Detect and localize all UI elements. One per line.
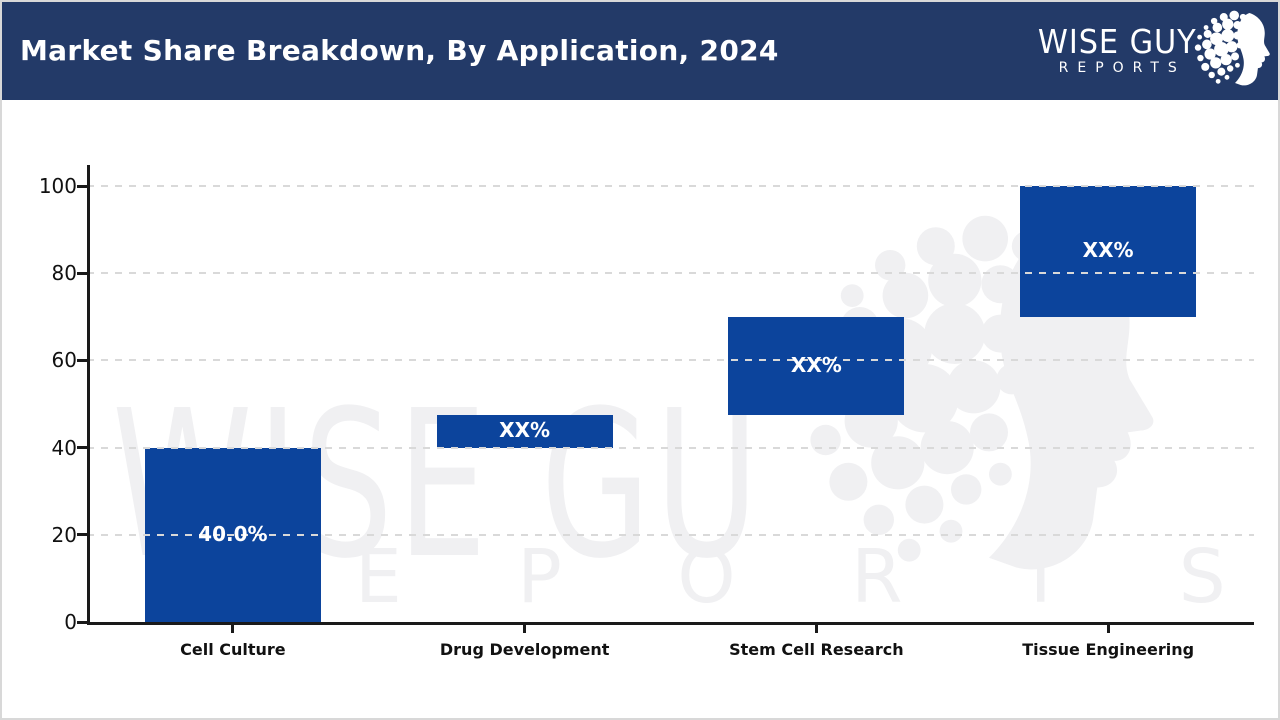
x-axis-tick — [1106, 624, 1110, 633]
bar-value-label: 40.0% — [198, 521, 268, 546]
bar-drug-development — [436, 414, 613, 448]
x-axis-tick — [523, 624, 527, 633]
gridline — [87, 446, 1254, 449]
y-axis-tick-label: 0 — [64, 610, 77, 634]
y-axis-tick-label: 20 — [51, 522, 77, 547]
logo-text: WISE GUY REPORTS — [1031, 25, 1204, 75]
dotted-head-icon — [1190, 6, 1272, 94]
wise-guy-reports-logo: WISE GUY REPORTS — [1031, 5, 1272, 95]
y-axis-tick — [77, 620, 87, 624]
logo-subtitle: REPORTS — [1058, 60, 1186, 76]
y-axis-tick-label: 100 — [38, 174, 77, 198]
y-axis-tick — [77, 358, 87, 362]
x-axis-category-label: Tissue Engineering — [1022, 640, 1195, 659]
y-axis-tick — [77, 446, 87, 450]
page-title: Market Share Breakdown, By Application, … — [20, 33, 779, 67]
y-axis-line — [87, 165, 90, 625]
bar-value-label: XX% — [1082, 238, 1134, 263]
x-axis-category-label: Drug Development — [439, 640, 610, 659]
y-axis-tick — [77, 184, 87, 188]
x-axis-tick — [231, 624, 235, 633]
y-axis-tick-label: 80 — [51, 261, 77, 286]
gridline — [87, 272, 1254, 275]
chart-area: WISE GU R E P O R T S 0 20 40 60 80 100 40.0% C… — [0, 100, 1280, 720]
x-axis-line — [87, 622, 1254, 625]
head-profile-icon — [1194, 10, 1270, 86]
y-axis-tick — [77, 271, 87, 275]
gridline — [87, 359, 1254, 362]
gridline — [87, 533, 1254, 536]
x-axis-tick — [814, 624, 818, 633]
y-axis-tick-label: 60 — [51, 348, 77, 373]
x-axis-category-label: Stem Cell Research — [729, 640, 904, 659]
logo-wordmark: WISE GUY — [1038, 22, 1198, 61]
gridline — [87, 185, 1254, 187]
bar-value-label: XX% — [499, 418, 551, 443]
bar-tissue-engineering — [1020, 186, 1197, 317]
bar-stem-cell-research — [728, 316, 905, 415]
x-axis-category-label: Cell Culture — [180, 640, 286, 659]
header-bar: Market Share Breakdown, By Application, … — [0, 0, 1280, 100]
bar-value-label: XX% — [790, 352, 842, 377]
y-axis-tick-label: 40 — [51, 435, 77, 460]
y-axis-tick — [77, 533, 87, 537]
